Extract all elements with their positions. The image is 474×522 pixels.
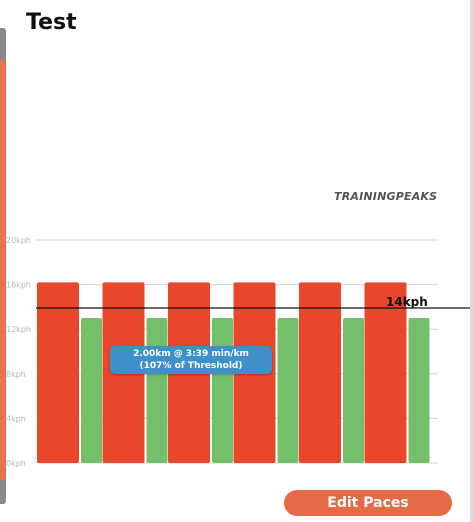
- y-tick-label: 4kph: [6, 414, 26, 423]
- y-tick-label: 8kph: [6, 370, 26, 379]
- recovery-interval-bar[interactable]: [408, 318, 430, 463]
- threshold-label: 14kph: [386, 295, 428, 309]
- recovery-interval-bar[interactable]: [343, 318, 364, 463]
- y-tick-label: 20kph: [6, 236, 31, 245]
- side-scrollbar-thumb[interactable]: [0, 60, 6, 480]
- right-border: [470, 0, 474, 522]
- workout-title: Test: [26, 10, 77, 35]
- recovery-interval-bar[interactable]: [277, 318, 299, 463]
- work-interval-bar[interactable]: [299, 282, 341, 463]
- recovery-interval-bar[interactable]: [81, 318, 102, 463]
- recovery-interval-bar[interactable]: [146, 318, 168, 463]
- tooltip-distance-pace: 2.00km @ 3:39 min/km: [133, 349, 249, 359]
- y-tick-label: 16kph: [6, 281, 31, 290]
- recovery-interval-bar[interactable]: [212, 318, 233, 463]
- y-tick-label: 12kph: [6, 325, 31, 334]
- y-axis-ticks: 0kph 4kph 8kph 12kph 16kph 20kph: [6, 236, 31, 468]
- y-tick-label: 0kph: [6, 459, 26, 468]
- edit-paces-button[interactable]: Edit Paces: [284, 490, 452, 516]
- interval-tooltip: 2.00km @ 3:39 min/km (107% of Threshold): [110, 346, 272, 374]
- trainingpeaks-logo: TRAININGPEAKS: [334, 190, 438, 203]
- tooltip-threshold-percent: (107% of Threshold): [139, 361, 243, 371]
- work-interval-bar[interactable]: [37, 282, 79, 463]
- work-interval-bar[interactable]: [364, 282, 407, 463]
